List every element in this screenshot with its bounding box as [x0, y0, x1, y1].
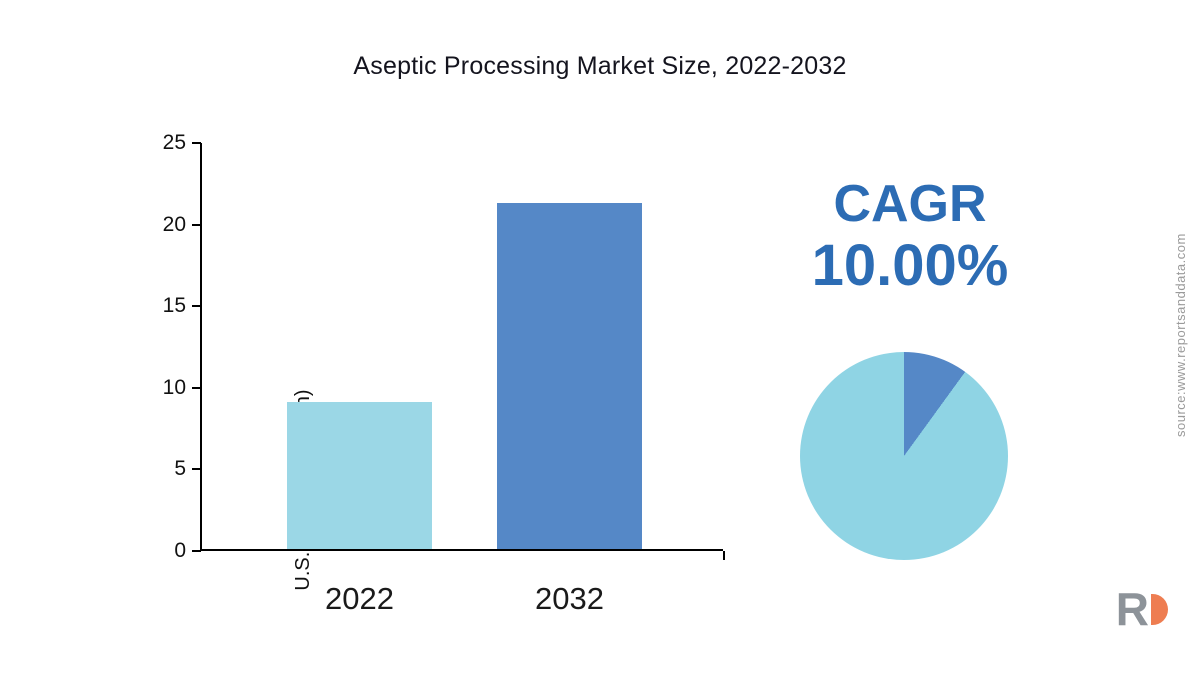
y-tick-mark	[192, 142, 201, 144]
chart-title: Aseptic Processing Market Size, 2022-203…	[353, 52, 847, 80]
cagr-value: 10.00%	[811, 233, 1009, 299]
y-tick-mark	[192, 386, 201, 389]
y-tick-mark	[192, 468, 201, 471]
plot-area: 0 5 10 15 20 25 2022 2032	[163, 131, 725, 616]
x-category-label-2022: 2022	[325, 581, 394, 616]
bar-2032	[497, 203, 642, 549]
y-tick-label: 25	[162, 131, 186, 154]
bar-chart: U.S. Dollars (In Billion) 05101520252022…	[163, 131, 725, 616]
cagr-label: CAGR	[833, 175, 987, 233]
reports-and-data-logo-icon: R	[1116, 586, 1168, 632]
y-tick-label: 15	[162, 294, 186, 318]
cagr-pie-chart	[800, 352, 1008, 560]
y-tick-mark	[192, 223, 201, 226]
logo-letter: R	[1115, 583, 1149, 635]
y-tick-label: 5	[174, 457, 186, 481]
cagr-block: CAGR 10.00%	[770, 175, 1050, 300]
y-tick-label: 10	[162, 375, 186, 399]
x-category-label-2032: 2032	[535, 581, 604, 616]
y-tick-mark	[192, 550, 201, 552]
logo-orange-d-icon	[1151, 593, 1168, 625]
bar-2022	[287, 402, 432, 549]
source-attribution: source:www.reportsanddata.com	[1173, 233, 1188, 437]
x-axis-end-tick	[723, 551, 725, 560]
y-tick-mark	[192, 305, 201, 308]
y-tick-label: 20	[162, 212, 186, 236]
y-tick-label: 0	[174, 539, 186, 562]
